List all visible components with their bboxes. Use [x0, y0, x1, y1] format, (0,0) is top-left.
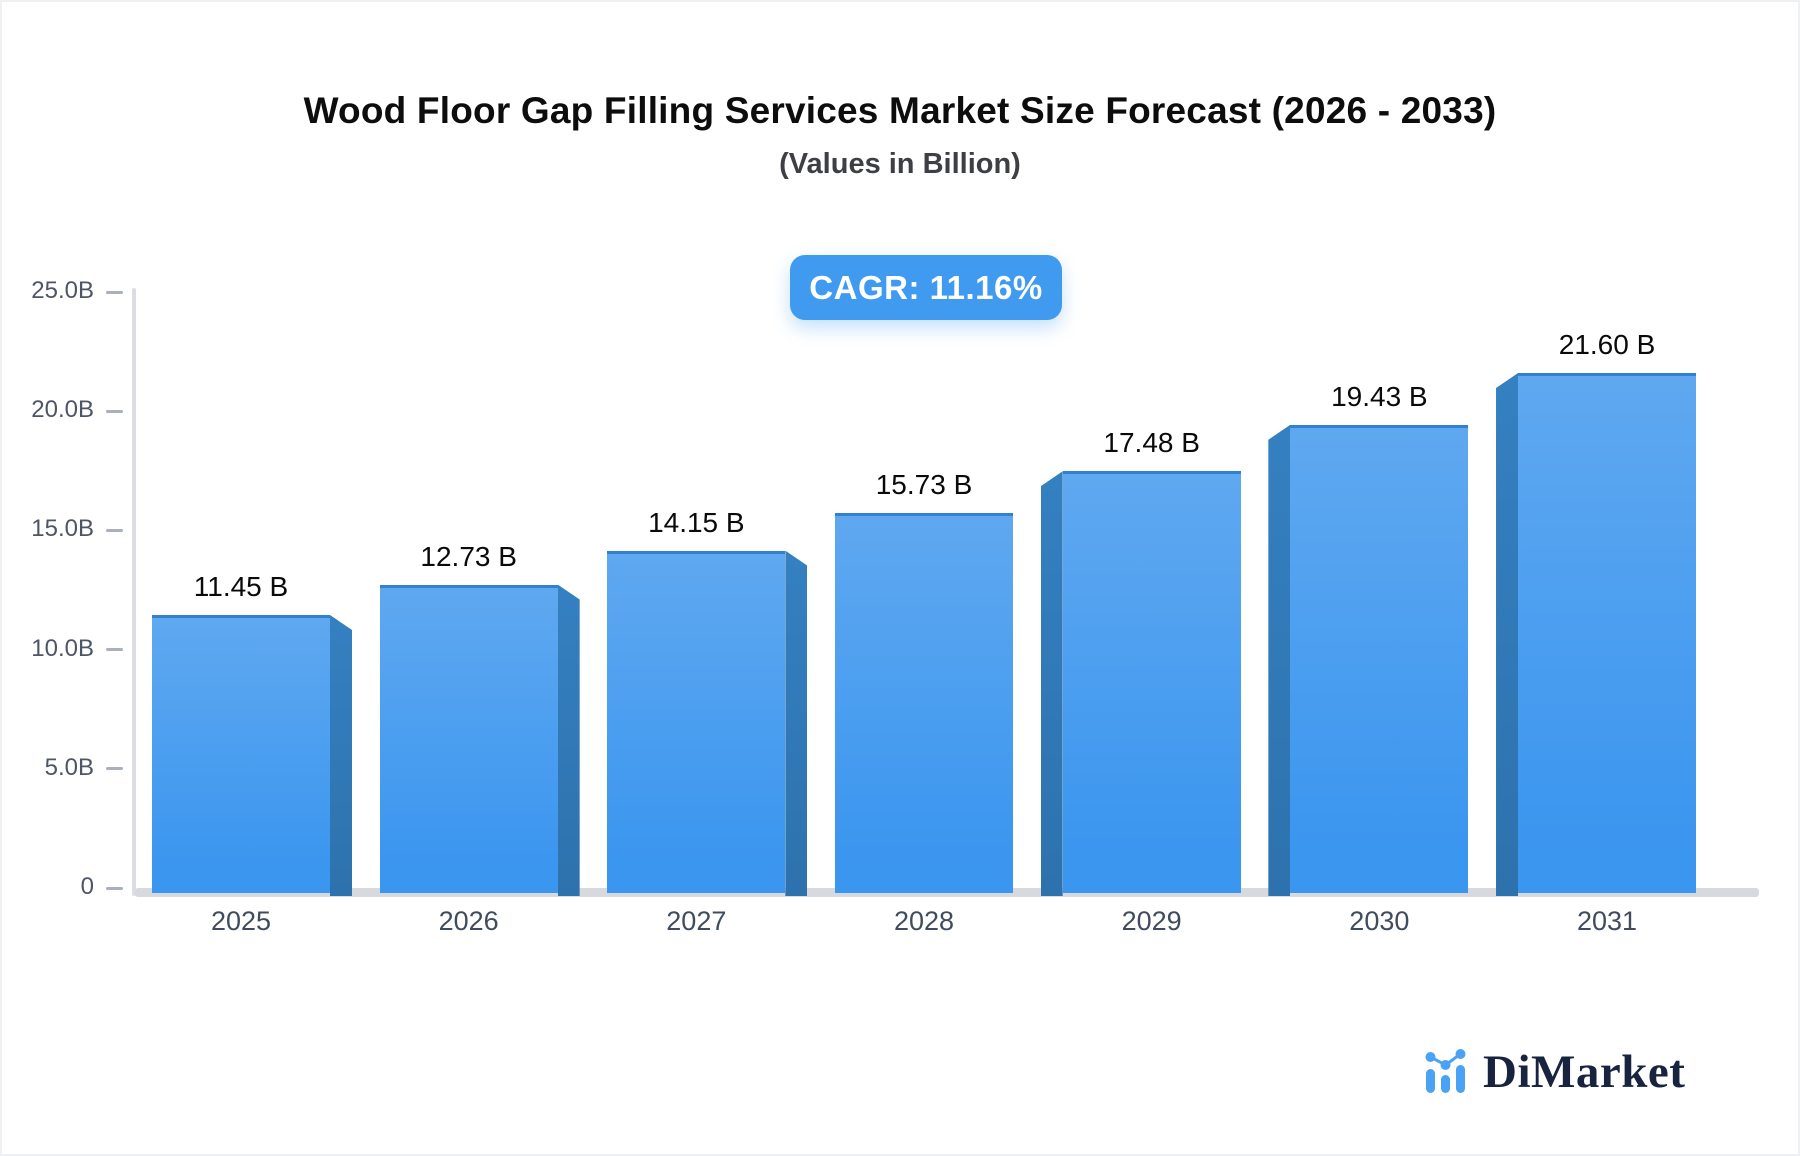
- chart-title: Wood Floor Gap Filling Services Market S…: [303, 90, 1497, 131]
- x-axis-category-label: 2025: [210, 906, 272, 936]
- y-axis-tick-mark: [106, 409, 123, 413]
- brand-logo: DiMarket: [1423, 1040, 1685, 1096]
- y-axis-tick-mark: [106, 767, 123, 771]
- x-axis-category-label: 2030: [1349, 906, 1410, 936]
- y-axis-tick-label: 20.0B: [31, 396, 94, 424]
- x-axis-category-label: 2026: [438, 906, 499, 936]
- y-axis-tick-label: 25.0B: [31, 277, 94, 304]
- y-axis-tick-label: 0: [80, 873, 94, 900]
- bar: [607, 550, 786, 893]
- cagr-badge-label: CAGR: 11.16%: [809, 268, 1043, 306]
- bar-3d-side: [330, 615, 352, 896]
- y-axis-tick-mark: [106, 290, 123, 294]
- bar-3d-side: [785, 550, 808, 896]
- bar: [1518, 373, 1697, 893]
- cagr-badge: CAGR: 11.16%: [790, 255, 1062, 320]
- bar-3d-side: [1496, 373, 1519, 896]
- y-axis-tick-mark: [106, 648, 123, 652]
- brand-name: DiMarket: [1483, 1046, 1686, 1098]
- bar-value-label: 15.73 B: [875, 468, 973, 500]
- x-axis-category-label: 2028: [893, 906, 955, 936]
- bar-value-label: 19.43 B: [1331, 380, 1428, 412]
- bar: [379, 584, 558, 893]
- bar-value-label: 11.45 B: [193, 571, 289, 603]
- bar: [152, 615, 330, 893]
- bar-value-label: 12.73 B: [420, 540, 517, 572]
- bar-value-label: 14.15 B: [648, 506, 745, 538]
- y-axis-tick-mark: [106, 528, 123, 532]
- y-axis-tick-label: 5.0B: [44, 753, 94, 781]
- bar: [1290, 424, 1469, 893]
- bar: [835, 512, 1013, 893]
- bar-3d-side: [1268, 424, 1291, 896]
- y-axis-line: [132, 288, 136, 896]
- x-axis-category-label: 2029: [1121, 906, 1182, 936]
- bar-value-label: 21.60 B: [1558, 329, 1656, 361]
- bar-value-label: 17.48 B: [1103, 427, 1200, 459]
- y-axis-tick-label: 10.0B: [31, 634, 94, 662]
- bar: [1062, 471, 1241, 893]
- bar-3d-side: [557, 584, 580, 896]
- x-axis-category-label: 2031: [1576, 906, 1638, 936]
- y-axis-tick-label: 15.0B: [31, 515, 94, 543]
- chart-subtitle: (Values in Billion): [779, 148, 1021, 180]
- brand-logo-icon: [1425, 1049, 1466, 1093]
- x-axis-category-label: 2027: [666, 906, 727, 936]
- y-axis-tick-mark: [106, 886, 123, 890]
- bar-3d-side: [1040, 471, 1063, 896]
